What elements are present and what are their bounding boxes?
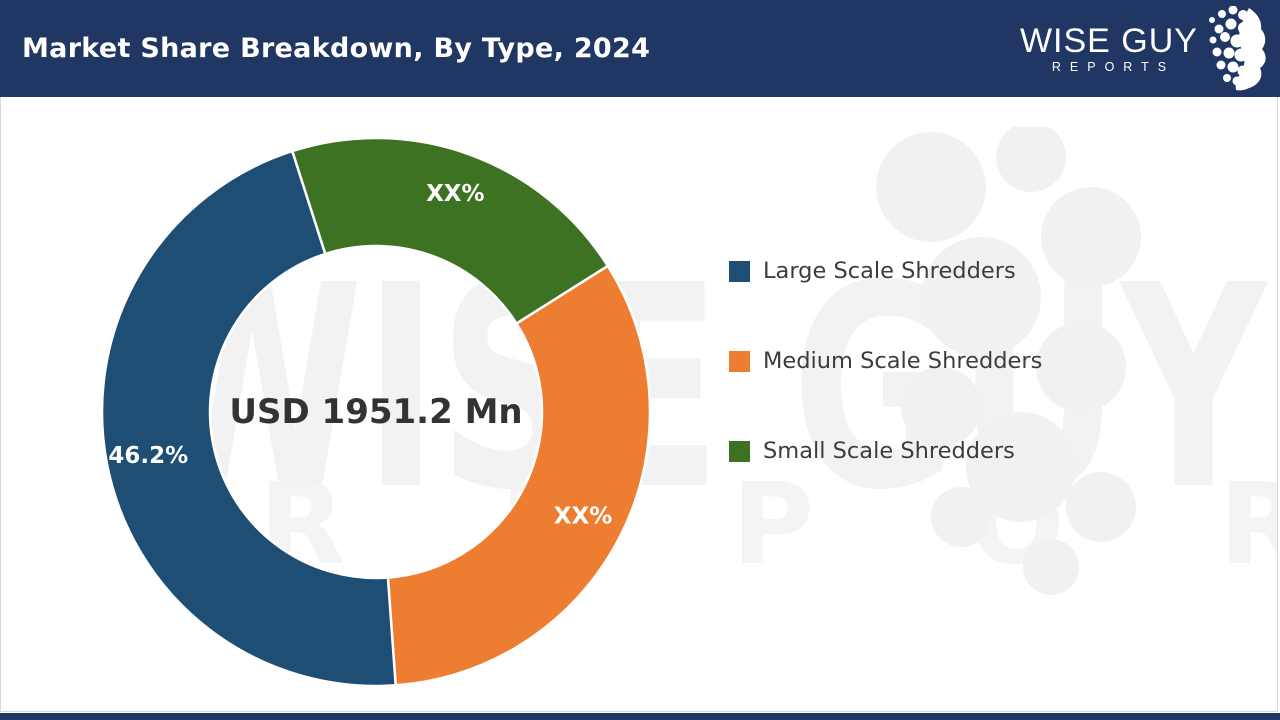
chart-area: WISE GUY R E P O R T S XX%XX%46.2% USD 1… xyxy=(0,97,1278,712)
dotted-face-icon xyxy=(1209,5,1266,90)
pie-slice-label: XX% xyxy=(554,504,613,530)
donut-chart: XX% XX% 46.2% xyxy=(100,136,652,688)
pie-slice-small-scale-shredders xyxy=(290,136,610,325)
pie-slice-label: XX% xyxy=(426,181,485,207)
legend-swatch-small-scale xyxy=(729,440,750,462)
legend-label: Small Scale Shredders xyxy=(763,438,1015,464)
pie-slice-medium-scale-shredders xyxy=(386,264,652,687)
logo-wordmark: WISE GUY xyxy=(1019,21,1198,60)
legend-item-large-scale: Large Scale Shredders xyxy=(729,255,1042,287)
legend-item-medium-scale: Medium Scale Shredders xyxy=(729,345,1042,377)
page-title: Market Share Breakdown, By Type, 2024 xyxy=(22,33,651,64)
legend-swatch-large-scale xyxy=(729,260,750,282)
donut-center-value: USD 1951.2 Mn xyxy=(229,392,523,432)
pie-slice-large-scale-shredders xyxy=(100,149,397,688)
logo-text: WISE GUY REPORTS xyxy=(1020,24,1198,74)
pie-slice-label: 46.2% xyxy=(108,443,188,469)
footer-band xyxy=(0,713,1280,720)
legend-label: Medium Scale Shredders xyxy=(763,348,1043,374)
chart-legend: Large Scale Shredders Medium Scale Shred… xyxy=(729,255,1042,467)
header-band: Market Share Breakdown, By Type, 2024 WI… xyxy=(0,0,1280,97)
legend-item-small-scale: Small Scale Shredders xyxy=(729,435,1042,467)
legend-label: Large Scale Shredders xyxy=(763,258,1016,284)
legend-swatch-medium-scale xyxy=(729,350,750,372)
logo-subtitle: REPORTS xyxy=(1051,59,1176,74)
wise-guy-reports-logo: WISE GUY REPORTS xyxy=(1020,5,1280,92)
